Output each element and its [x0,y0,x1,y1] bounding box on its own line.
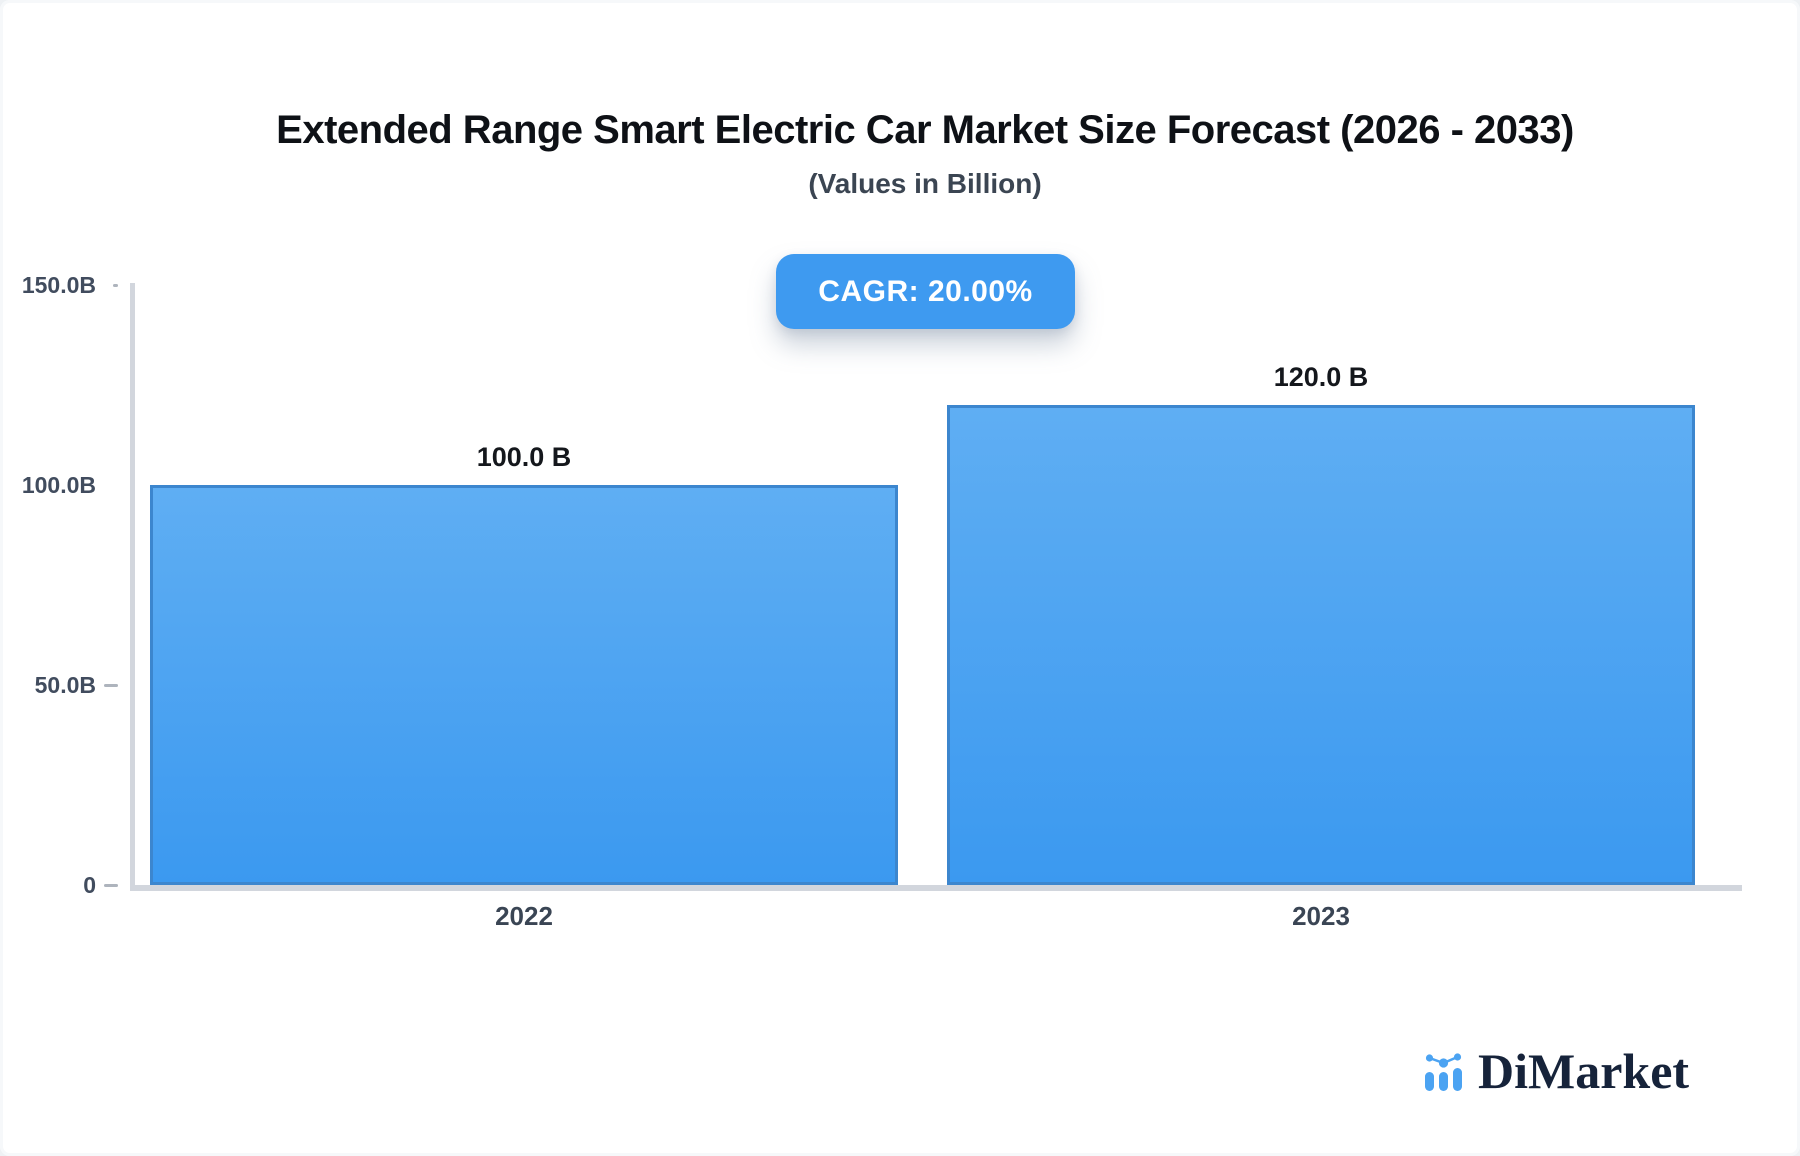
brand-logo: DiMarket [1420,1042,1689,1100]
y-tick-mark [104,884,118,887]
x-axis-line [130,885,1742,891]
chart-title: Extended Range Smart Electric Car Market… [276,108,1574,152]
x-axis-label: 2022 [495,901,553,931]
cagr-badge: CAGR: 20.00% [776,254,1075,329]
brand-logo-text: DiMarket [1478,1043,1690,1099]
chart-subtitle: (Values in Billion) [808,168,1042,199]
bar-value-label: 120.0 B [1273,362,1369,392]
cagr-badge-label: CAGR: 20.00% [818,274,1033,308]
y-tick-label: 0 [83,872,96,898]
y-tick-label: 150.0B [21,272,96,298]
y-tick-mark [104,684,118,687]
x-axis-label: 2023 [1292,901,1350,931]
y-tick-label: 100.0B [21,472,96,498]
bar-2023[interactable] [947,405,1695,885]
brand-logo-icon [1425,1053,1462,1091]
bar-2022[interactable] [150,485,898,885]
y-tick-mark [113,284,118,287]
bar-value-label: 100.0 B [476,442,572,472]
y-tick-label: 50.0B [34,672,96,698]
y-axis-line [130,283,135,890]
